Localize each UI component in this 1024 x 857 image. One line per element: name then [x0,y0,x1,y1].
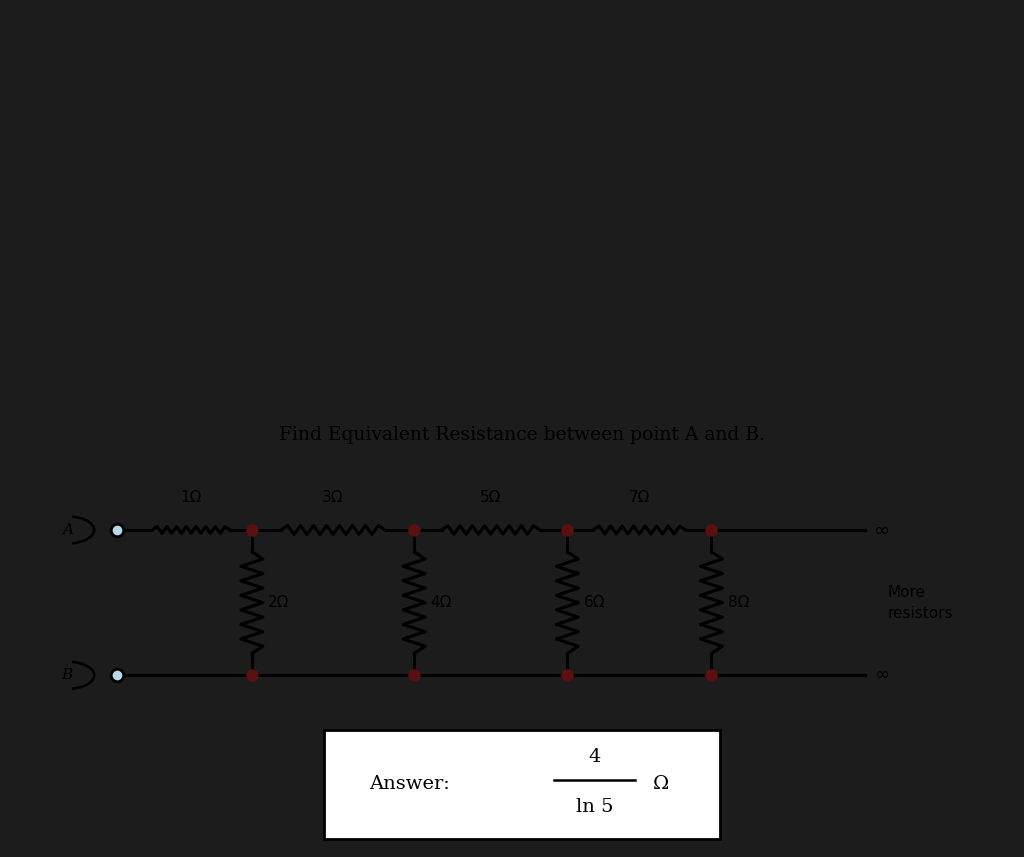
Text: ln 5: ln 5 [575,798,613,816]
FancyBboxPatch shape [324,730,721,839]
Text: More
resistors: More resistors [887,584,952,620]
Text: Answer:: Answer: [369,776,450,794]
Text: A: A [61,523,73,537]
Text: B: B [61,668,73,682]
Text: 2Ω: 2Ω [268,595,290,610]
Text: 4: 4 [588,748,600,766]
Text: 6Ω: 6Ω [584,595,605,610]
Text: 5Ω: 5Ω [480,490,502,505]
Text: 8Ω: 8Ω [728,595,750,610]
Text: ∞: ∞ [873,520,890,539]
Text: 3Ω: 3Ω [323,490,344,505]
Text: 7Ω: 7Ω [629,490,650,505]
Text: Ω: Ω [653,776,669,794]
Text: ∞: ∞ [873,666,889,685]
Text: 4Ω: 4Ω [430,595,452,610]
Text: 1Ω: 1Ω [180,490,202,505]
Text: Find Equivalent Resistance between point A and B.: Find Equivalent Resistance between point… [280,425,765,444]
